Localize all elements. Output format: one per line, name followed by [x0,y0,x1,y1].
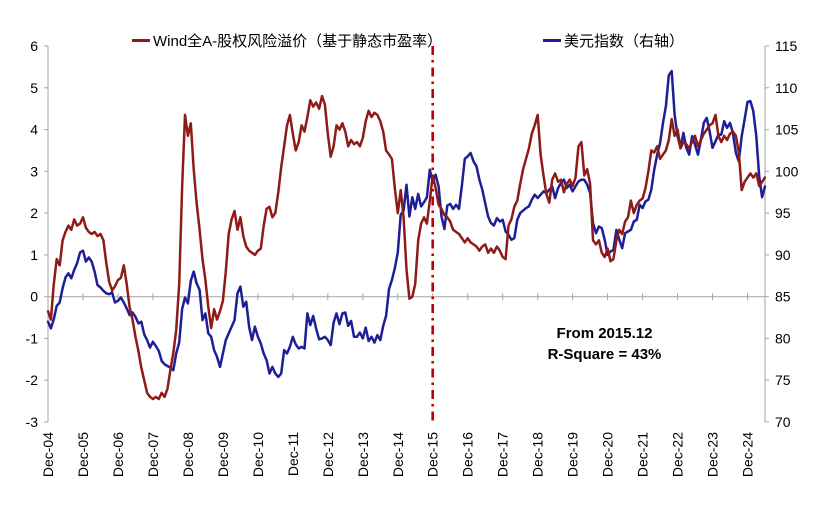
left-axis-tick-label: 6 [30,38,38,54]
right-axis-tick-label: 110 [775,80,798,96]
legend-item-dxy: 美元指数（右轴） [543,30,684,51]
x-axis-tick-label: Dec-08 [180,432,196,477]
left-axis-tick-label: 5 [30,80,38,96]
x-axis-tick-label: Dec-10 [250,432,266,477]
x-axis-tick-label: Dec-24 [740,432,756,477]
left-axis-tick-label: 0 [30,289,38,305]
legend-label-dxy: 美元指数（右轴） [564,33,685,50]
x-axis-tick-label: Dec-12 [320,432,336,477]
x-axis-tick-label: Dec-04 [40,432,56,477]
annotation-line-1: From 2015.12 [556,325,653,342]
x-axis-tick-label: Dec-22 [670,432,686,477]
left-axis-tick-label: -2 [26,372,39,388]
right-axis-tick-label: 115 [775,38,798,54]
right-axis-tick-label: 80 [775,330,791,346]
x-axis-tick-label: Dec-18 [530,432,546,477]
right-axis-tick-label: 85 [775,289,791,305]
annotation-line-2: R-Square = 43% [547,346,662,363]
left-axis-tick-label: 4 [30,122,38,138]
left-axis-tick-label: 1 [30,247,38,263]
x-axis-tick-label: Dec-09 [215,432,231,477]
x-axis-tick-label: Dec-06 [110,432,126,477]
right-axis-tick-label: 75 [775,372,791,388]
left-axis: 6 5 4 3 2 1 0 -1 -2 -3 [26,38,49,430]
left-axis-tick-label: -3 [26,414,39,430]
x-axis-tick-label: Dec-20 [600,432,616,477]
legend-item-erp: Wind全A-股权风险溢价（基于静态市盈率） [132,30,442,51]
x-axis-tick-label: Dec-16 [460,432,476,477]
erp-series-line [46,94,767,401]
left-axis-tick-label: 3 [30,163,38,179]
x-axis-tick-label: Dec-15 [425,432,441,477]
right-axis-tick-label: 105 [775,122,799,138]
right-axis-tick-label: 70 [775,414,791,430]
x-axis-tick-label: Dec-17 [495,432,511,477]
x-axis-tick-label: Dec-23 [705,432,721,477]
dxy-series-line [46,69,767,379]
x-axis-tick-label: Dec-19 [565,432,581,477]
dxy-line-swatch [543,39,561,42]
x-axis-tick-label: Dec-07 [145,432,161,477]
left-axis-tick-label: 2 [30,205,38,221]
x-axis-labels: Dec-04 Dec-05 Dec-06 Dec-07 Dec-08 Dec-09 Dec-… [40,432,756,477]
r-square-annotation: From 2015.12 R-Square = 43% [532,323,677,365]
right-axis-tick-label: 95 [775,205,791,221]
right-axis: 115 110 105 100 95 90 85 80 75 70 [764,38,799,430]
right-axis-tick-label: 90 [775,247,791,263]
x-axis-tick-label: Dec-05 [75,432,91,477]
erp-line-swatch [132,39,150,42]
x-axis [47,293,765,301]
x-axis-tick-label: Dec-13 [355,432,371,477]
x-axis-tick-label: Dec-14 [390,432,406,477]
right-axis-tick-label: 100 [775,163,799,179]
x-axis-tick-label: Dec-21 [635,432,651,477]
left-axis-tick-label: -1 [26,330,39,346]
x-axis-tick-label: Dec-11 [285,432,301,476]
legend-label-erp: Wind全A-股权风险溢价（基于静态市盈率） [153,33,443,50]
